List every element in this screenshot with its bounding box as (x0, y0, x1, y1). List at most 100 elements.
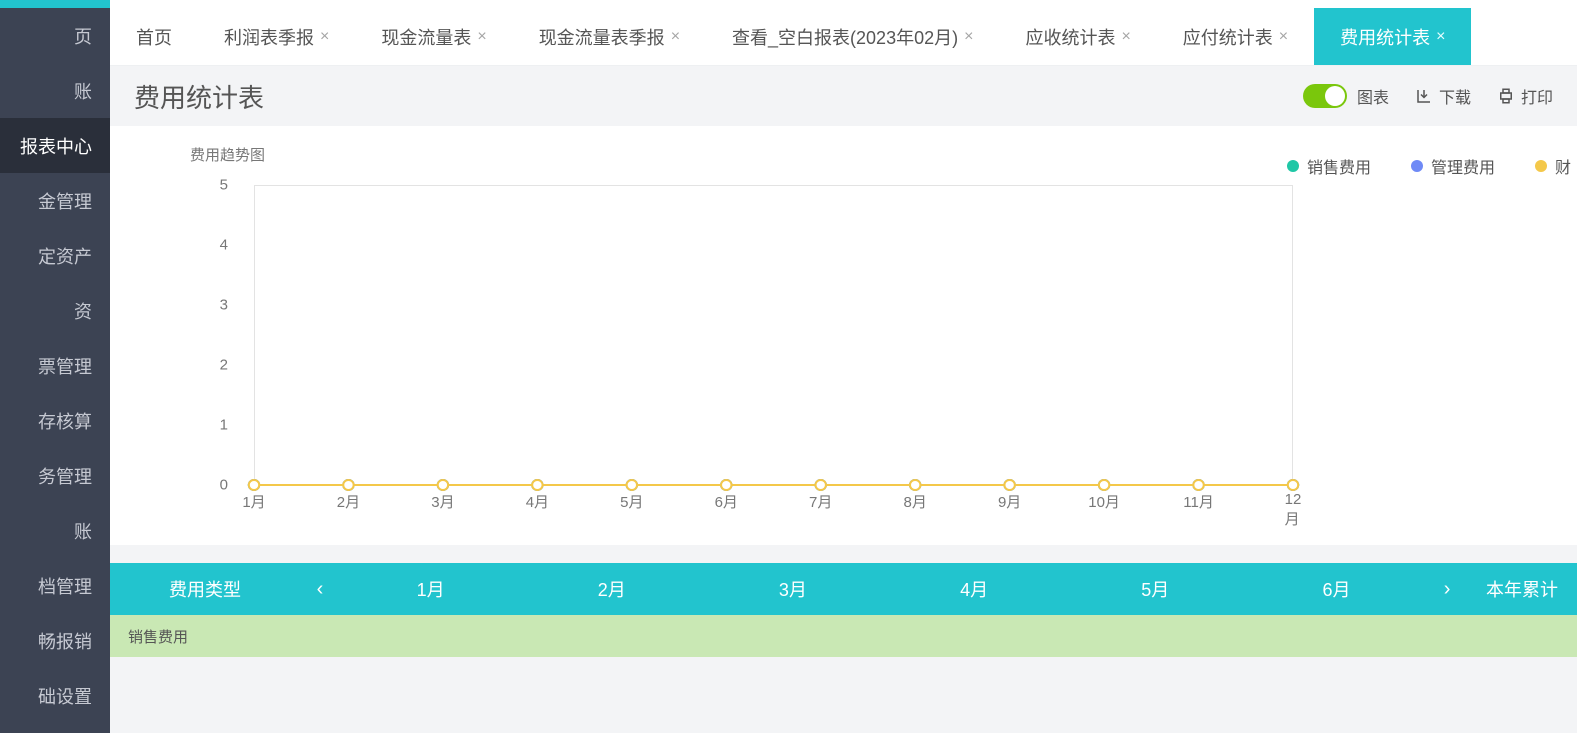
tab-label: 查看_空白报表(2023年02月) (732, 24, 958, 50)
print-icon (1497, 87, 1515, 105)
col-header: 本年累计 (1467, 576, 1577, 602)
sidebar-item[interactable]: 存核算 (0, 393, 110, 448)
sidebar-item[interactable]: 础设置 (0, 668, 110, 723)
tab-label: 现金流量表 (381, 24, 471, 50)
x-tick: 1月 (242, 491, 265, 512)
sidebar-item[interactable]: 资 (0, 283, 110, 338)
close-icon[interactable]: × (320, 28, 329, 46)
x-tick: 7月 (809, 491, 832, 512)
sidebar-item[interactable]: 金管理 (0, 173, 110, 228)
close-icon[interactable]: × (671, 28, 680, 46)
tab-label: 首页 (136, 24, 172, 50)
x-tick: 12月 (1285, 491, 1302, 529)
col-header: 1月 (340, 576, 521, 602)
x-tick: 8月 (904, 491, 927, 512)
scroll-right-button[interactable]: › (1427, 578, 1467, 601)
close-icon[interactable]: × (477, 28, 486, 46)
row-label: 销售费用 (110, 626, 300, 647)
scroll-left-button[interactable]: ‹ (300, 578, 340, 601)
x-tick: 11月 (1183, 491, 1214, 512)
y-tick: 5 (220, 177, 228, 194)
legend-dot (1287, 160, 1299, 172)
col-header: 2月 (521, 576, 702, 602)
tab-label: 利润表季报 (224, 24, 314, 50)
chart-marker[interactable] (1004, 480, 1014, 490)
legend-item[interactable]: 销售费用 (1287, 154, 1371, 178)
col-header: 5月 (1065, 576, 1246, 602)
tab-label: 应付统计表 (1183, 24, 1273, 50)
y-tick: 3 (220, 297, 228, 314)
tab-label: 现金流量表季报 (539, 24, 665, 50)
col-header: 3月 (702, 576, 883, 602)
col-header: 费用类型 (110, 576, 300, 602)
chart-marker[interactable] (910, 480, 920, 490)
x-tick: 2月 (337, 491, 360, 512)
sidebar-item[interactable]: 定资产 (0, 228, 110, 283)
sidebar-item[interactable]: 档管理 (0, 558, 110, 613)
tab[interactable]: 利润表季报 × (198, 8, 355, 65)
y-tick: 1 (220, 417, 228, 434)
chart-legend: 销售费用 管理费用 财 (1287, 154, 1577, 178)
page-header: 费用统计表 图表 下载 打印 (110, 66, 1577, 126)
x-tick: 3月 (431, 491, 454, 512)
chart-marker[interactable] (1193, 480, 1203, 490)
sidebar-item[interactable]: 票管理 (0, 338, 110, 393)
close-icon[interactable]: × (964, 28, 973, 46)
legend-label: 管理费用 (1431, 154, 1495, 178)
tab[interactable]: 应收统计表 × (999, 8, 1156, 65)
chart-marker[interactable] (816, 480, 826, 490)
chart-marker[interactable] (438, 480, 448, 490)
sidebar-item[interactable]: 账 (0, 503, 110, 558)
tab[interactable]: 现金流量表季报 × (513, 8, 706, 65)
chart-marker[interactable] (343, 480, 353, 490)
sidebar-item[interactable]: 畅报销 (0, 613, 110, 668)
chart-marker[interactable] (721, 480, 731, 490)
x-tick: 9月 (998, 491, 1021, 512)
close-icon[interactable]: × (1436, 28, 1445, 46)
chart-card: 费用趋势图 销售费用管理费用财 012345 1月2月3月4月5月6月7月8月9… (110, 126, 1577, 545)
download-label: 下载 (1439, 84, 1471, 108)
chart-marker[interactable] (249, 480, 259, 490)
x-tick: 5月 (620, 491, 643, 512)
legend-item[interactable]: 管理费用 (1411, 154, 1495, 178)
tab[interactable]: 首页 (110, 8, 198, 65)
tab[interactable]: 查看_空白报表(2023年02月) × (706, 8, 999, 65)
close-icon[interactable]: × (1121, 28, 1130, 46)
sidebar-item[interactable]: 页 (0, 8, 110, 63)
chart-toggle-label: 图表 (1357, 84, 1389, 108)
download-button[interactable]: 下载 (1415, 84, 1471, 108)
tab-bar: 首页 利润表季报 × 现金流量表 × 现金流量表季报 × 查看_空白报表(2023年02月) ×… (110, 8, 1577, 66)
download-icon (1415, 87, 1433, 105)
sidebar: 页账报表中心金管理定资产资票管理存核算务管理账档管理畅报销础设置 (0, 8, 110, 733)
close-icon[interactable]: × (1279, 28, 1288, 46)
col-header: 6月 (1246, 576, 1427, 602)
legend-dot (1411, 160, 1423, 172)
expense-table: 费用类型‹1月2月3月4月5月6月›本年累计 销售费用 (110, 563, 1577, 657)
chart-marker[interactable] (627, 480, 637, 490)
sidebar-item[interactable]: 账 (0, 63, 110, 118)
print-button[interactable]: 打印 (1497, 84, 1553, 108)
legend-label: 财 (1555, 154, 1571, 178)
table-header: 费用类型‹1月2月3月4月5月6月›本年累计 (110, 563, 1577, 615)
chart-toggle[interactable] (1303, 84, 1347, 108)
tab[interactable]: 费用统计表 × (1314, 8, 1471, 65)
tab[interactable]: 应付统计表 × (1157, 8, 1314, 65)
y-tick: 0 (220, 477, 228, 494)
legend-label: 销售费用 (1307, 154, 1371, 178)
col-header: 4月 (884, 576, 1065, 602)
tab-label: 应收统计表 (1025, 24, 1115, 50)
page-title: 费用统计表 (134, 78, 264, 115)
chart-marker[interactable] (1099, 480, 1109, 490)
x-tick: 10月 (1088, 491, 1120, 512)
sidebar-item[interactable]: 报表中心 (0, 118, 110, 173)
chart-marker[interactable] (532, 480, 542, 490)
y-tick: 4 (220, 237, 228, 254)
sidebar-item[interactable]: 务管理 (0, 448, 110, 503)
x-tick: 4月 (526, 491, 549, 512)
tab[interactable]: 现金流量表 × (355, 8, 512, 65)
y-tick: 2 (220, 357, 228, 374)
chart-marker[interactable] (1288, 480, 1298, 490)
table-row[interactable]: 销售费用 (110, 615, 1577, 657)
tab-label: 费用统计表 (1340, 24, 1430, 50)
legend-item[interactable]: 财 (1535, 154, 1571, 178)
